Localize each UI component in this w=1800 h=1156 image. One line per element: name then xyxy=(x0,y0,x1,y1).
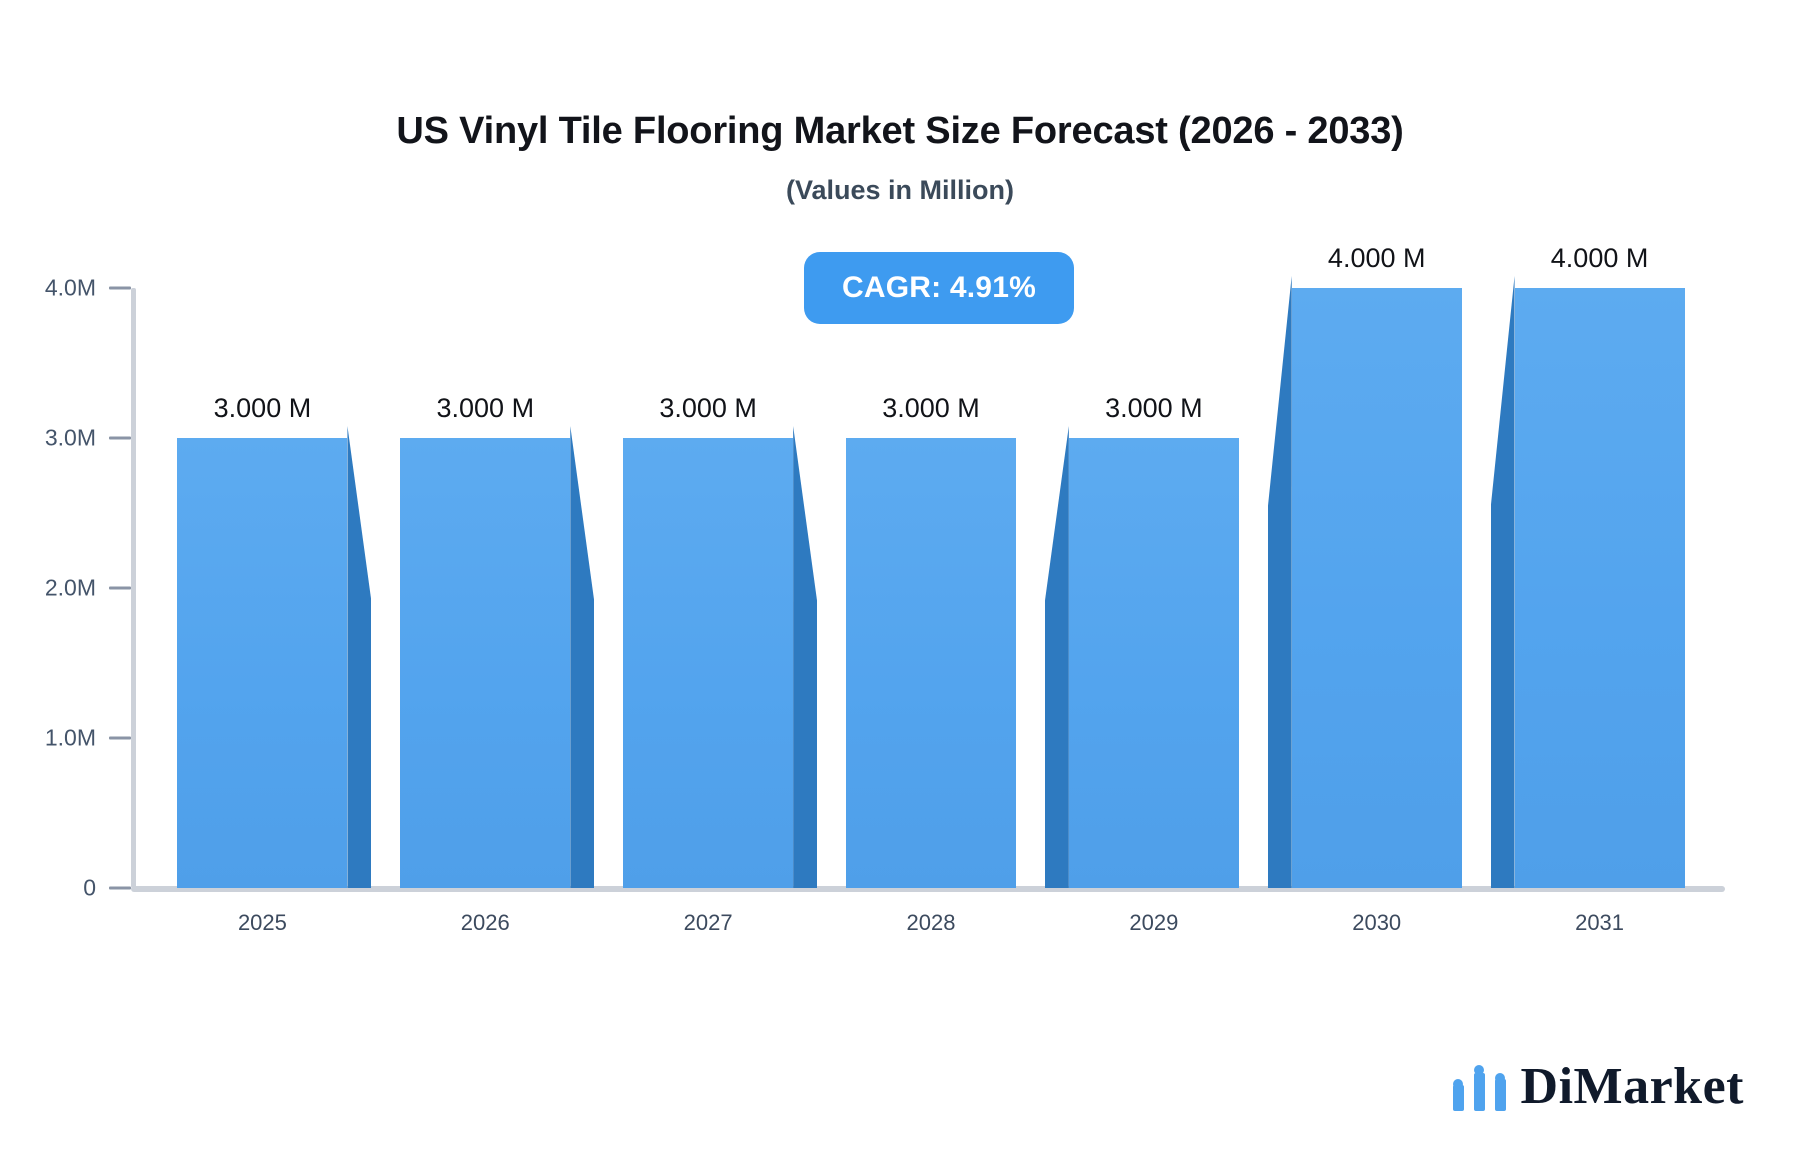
chart-title: US Vinyl Tile Flooring Market Size Forec… xyxy=(396,110,1404,152)
bar-front-face xyxy=(1068,438,1239,888)
x-axis-label-2029: 2029 xyxy=(1129,910,1179,935)
bar-side-panel xyxy=(793,426,818,888)
y-tick-2.0M: 2.0M xyxy=(0,575,131,602)
bar-2030[interactable]: 4.000 M xyxy=(1267,243,1462,888)
bar-value-label: 4.000 M xyxy=(1327,243,1426,273)
bar-2028[interactable]: 3.000 M xyxy=(846,393,1016,888)
bar-value-label: 3.000 M xyxy=(1105,393,1203,423)
y-tick-dash xyxy=(109,886,131,890)
cagr-badge-label: CAGR: 4.91% xyxy=(842,271,1036,304)
brand-logo: DiMarket xyxy=(1452,1057,1744,1116)
y-tick-4.0M: 4.0M xyxy=(0,275,131,302)
bar-front-face xyxy=(1291,288,1462,888)
bar-value-label: 3.000 M xyxy=(882,393,980,423)
y-tick-dash xyxy=(109,736,131,740)
x-axis-line xyxy=(131,886,1725,892)
y-tick-dash xyxy=(109,286,131,290)
bar-side-panel xyxy=(1490,276,1515,888)
bar-2027[interactable]: 3.000 M xyxy=(623,393,818,888)
y-tick-label: 0 xyxy=(83,874,96,901)
x-axis-label-2028: 2028 xyxy=(906,910,956,935)
bar-front-face xyxy=(177,438,348,888)
y-tick-label: 1.0M xyxy=(44,724,96,751)
bar-2026[interactable]: 3.000 M xyxy=(400,393,595,888)
bar-side-panel xyxy=(1044,426,1069,888)
bar-chart-icon xyxy=(1452,1063,1507,1111)
bar-series: 3.000 M 3.000 M 3.000 M 3.000 M 3.000 M 4.000… xyxy=(131,243,1725,888)
x-axis-label-2025: 2025 xyxy=(237,910,287,935)
bar-value-label: 4.000 M xyxy=(1550,243,1649,273)
bar-front-face xyxy=(846,438,1016,888)
x-axis-label-2030: 2030 xyxy=(1352,910,1402,935)
brand-name: DiMarket xyxy=(1520,1058,1744,1115)
bar-front-face xyxy=(623,438,794,888)
bar-front-face xyxy=(400,438,571,888)
y-tick-dash xyxy=(109,586,131,590)
y-tick-label: 4.0M xyxy=(44,274,96,301)
bar-value-label: 3.000 M xyxy=(213,393,312,423)
y-tick-3.0M: 3.0M xyxy=(0,425,131,452)
bar-side-panel xyxy=(347,426,372,888)
x-axis-label-2031: 2031 xyxy=(1575,910,1625,935)
cagr-badge: CAGR: 4.91% xyxy=(804,252,1074,324)
bar-2031[interactable]: 4.000 M xyxy=(1490,243,1685,888)
bar-value-label: 3.000 M xyxy=(436,393,535,423)
y-tick-0: 0 xyxy=(0,875,131,902)
bar-front-face xyxy=(1514,288,1685,888)
plot-area: 3.000 M 3.000 M 3.000 M 3.000 M 3.000 M 4.000… xyxy=(45,243,1725,935)
y-tick-dash xyxy=(109,436,131,440)
bar-value-label: 3.000 M xyxy=(659,393,757,423)
y-tick-label: 2.0M xyxy=(44,574,96,601)
bar-side-panel xyxy=(570,426,595,888)
bar-2025[interactable]: 3.000 M xyxy=(177,393,372,888)
bar-side-panel xyxy=(1267,276,1292,888)
y-axis-line xyxy=(131,288,136,888)
chart-subtitle: (Values in Million) xyxy=(785,175,1015,205)
bar-2029[interactable]: 3.000 M xyxy=(1044,393,1239,888)
x-axis-label-2026: 2026 xyxy=(460,910,510,935)
y-tick-1.0M: 1.0M xyxy=(0,725,131,752)
y-tick-label: 3.0M xyxy=(44,424,96,451)
x-axis-label-2027: 2027 xyxy=(683,910,733,935)
